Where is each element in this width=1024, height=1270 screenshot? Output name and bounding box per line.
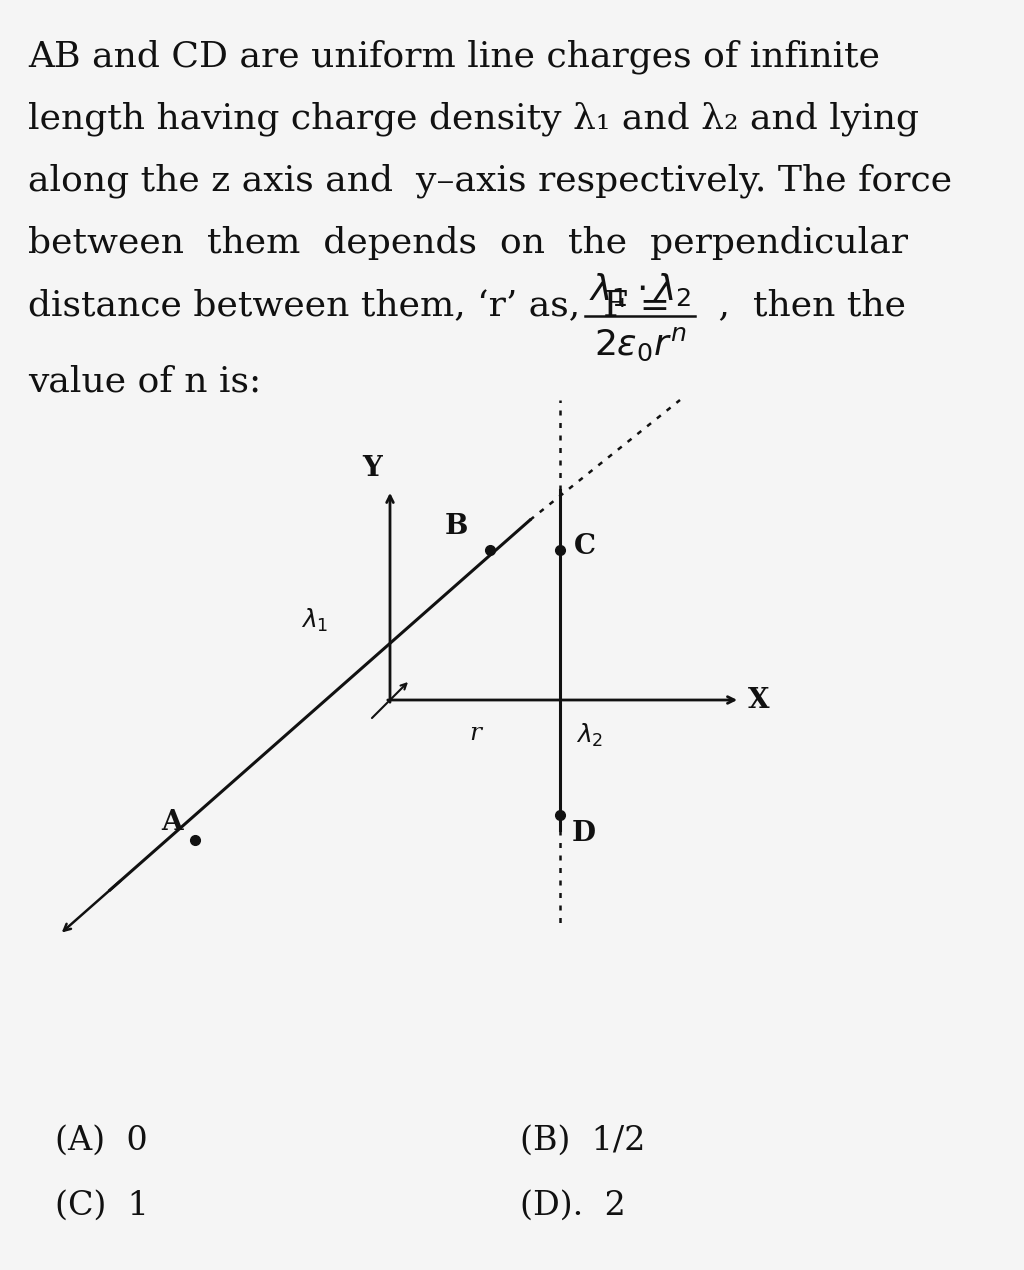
Text: Y: Y <box>362 455 382 483</box>
Text: A: A <box>162 809 183 836</box>
Text: C: C <box>574 532 596 560</box>
Text: (C)  1: (C) 1 <box>55 1190 148 1222</box>
Text: D: D <box>572 820 596 847</box>
Text: (D).  2: (D). 2 <box>520 1190 626 1222</box>
Text: (B)  1/2: (B) 1/2 <box>520 1125 645 1157</box>
Text: length having charge density λ₁ and λ₂ and lying: length having charge density λ₁ and λ₂ a… <box>28 102 919 136</box>
Text: $\lambda_2$: $\lambda_2$ <box>575 721 603 748</box>
Text: (A)  0: (A) 0 <box>55 1125 147 1157</box>
Text: B: B <box>444 513 468 540</box>
Text: value of n is:: value of n is: <box>28 364 261 399</box>
Text: $\lambda_1 \cdot \lambda_2$: $\lambda_1 \cdot \lambda_2$ <box>589 271 691 309</box>
Text: distance between them, ‘r’ as,  F =: distance between them, ‘r’ as, F = <box>28 288 682 323</box>
Text: $2\varepsilon_0 r^n$: $2\varepsilon_0 r^n$ <box>594 326 686 363</box>
Text: ,  then the: , then the <box>707 288 906 323</box>
Text: between  them  depends  on  the  perpendicular: between them depends on the perpendicula… <box>28 226 908 260</box>
Text: X: X <box>748 687 770 714</box>
Text: AB and CD are uniform line charges of infinite: AB and CD are uniform line charges of in… <box>28 39 880 75</box>
Text: $\lambda_1$: $\lambda_1$ <box>301 606 329 634</box>
Text: along the z axis and  y–axis respectively. The force: along the z axis and y–axis respectively… <box>28 164 952 198</box>
Text: r: r <box>469 723 481 745</box>
